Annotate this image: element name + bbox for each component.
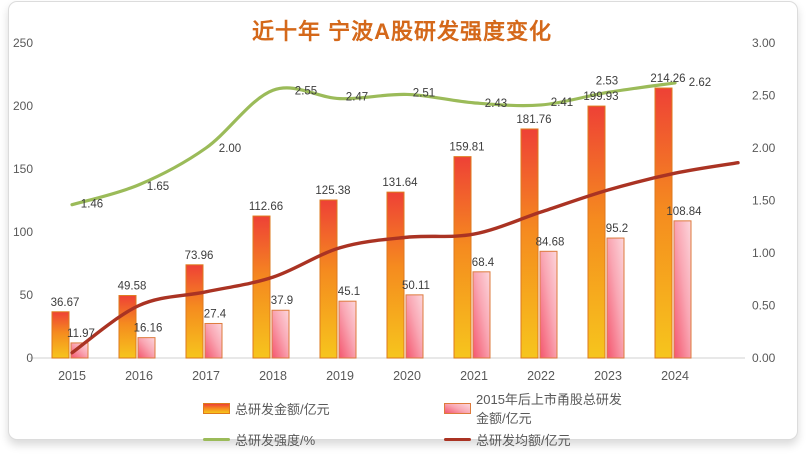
left-axis-tick: 150: [13, 162, 33, 176]
data-label-total-rd: 181.76: [516, 114, 551, 126]
right-axis-tick: 2.50: [752, 89, 776, 103]
line-rd-average: [70, 161, 740, 355]
bar-total-rd: [252, 215, 271, 359]
data-label-total-rd: 49.58: [118, 281, 147, 293]
x-axis-label: 2023: [594, 369, 622, 383]
legend-label-rd-intensity: 总研发强度/%: [235, 433, 316, 448]
x-axis-label: 2016: [125, 369, 153, 383]
legend-swatch-total-rd: [203, 402, 230, 414]
data-label-post2015-rd: 27.4: [204, 308, 227, 320]
right-axis-tick: 1.00: [752, 246, 776, 260]
x-axis-label: 2021: [460, 369, 488, 383]
bar-post2015-rd: [673, 220, 692, 359]
data-label-post2015-rd: 45.1: [338, 286, 360, 298]
bar-total-rd: [587, 105, 606, 359]
data-label-total-rd: 73.96: [185, 250, 214, 262]
data-label-rd-intensity: 2.43: [485, 98, 507, 110]
legend-item-post2015-rd: 2015年后上市甬股总研发金额/亿元: [444, 389, 633, 427]
data-label-rd-intensity: 1.46: [81, 199, 103, 211]
bar-post2015-rd: [271, 309, 290, 359]
data-label-total-rd: 36.67: [51, 297, 80, 309]
right-axis-tick: 1.50: [752, 194, 776, 208]
legend-swatch-rd-average: [444, 438, 471, 441]
legend-item-rd-average: 总研发均额/亿元: [444, 430, 633, 449]
data-label-post2015-rd: 16.16: [134, 323, 163, 335]
data-label-rd-intensity: 2.47: [346, 92, 368, 104]
chart-legend: 总研发金额/亿元 2015年后上市甬股总研发金额/亿元 总研发强度/% 总研发均…: [203, 389, 633, 449]
bar-total-rd: [319, 199, 338, 359]
data-label-post2015-rd: 108.84: [666, 206, 702, 218]
data-label-total-rd: 199.93: [583, 91, 618, 103]
data-label-total-rd: 131.64: [382, 177, 418, 189]
left-axis-tick: 200: [13, 99, 33, 113]
line-rd-intensity: [70, 81, 677, 207]
bar-post2015-rd: [204, 322, 223, 359]
data-label-total-rd: 112.66: [249, 201, 283, 213]
data-label-post2015-rd: 68.4: [472, 257, 495, 269]
legend-item-rd-intensity: 总研发强度/%: [203, 430, 444, 449]
bar-total-rd: [520, 128, 539, 359]
bar-post2015-rd: [472, 271, 491, 359]
bar-post2015-rd: [606, 237, 625, 359]
x-axis-label: 2022: [527, 369, 555, 383]
x-axis-label: 2015: [58, 369, 86, 383]
data-label-total-rd: 214.26: [650, 73, 685, 85]
data-label-rd-intensity: 2.62: [689, 77, 711, 89]
bar-total-rd: [51, 311, 70, 359]
right-axis-tick: 0.50: [752, 299, 776, 313]
bar-post2015-rd: [70, 342, 89, 359]
right-axis-tick: 3.00: [752, 36, 776, 50]
x-axis-label: 2020: [393, 369, 421, 383]
left-axis-tick: 100: [13, 225, 33, 239]
legend-label-post2015-rd: 2015年后上市甬股总研发金额/亿元: [476, 392, 622, 426]
left-axis-tick: 0: [26, 351, 33, 365]
right-axis-tick: 0.00: [752, 351, 776, 365]
x-axis-label: 2018: [259, 369, 287, 383]
data-label-rd-intensity: 2.55: [295, 85, 317, 97]
left-axis-tick: 250: [13, 36, 33, 50]
bar-total-rd: [185, 264, 204, 359]
legend-label-total-rd: 总研发金额/亿元: [235, 401, 330, 417]
legend-label-rd-average: 总研发均额/亿元: [476, 433, 571, 448]
legend-item-total-rd: 总研发金额/亿元: [203, 389, 444, 427]
bar-total-rd: [654, 87, 673, 359]
data-label-rd-intensity: 2.51: [413, 87, 435, 99]
data-label-rd-intensity: 2.41: [551, 97, 573, 109]
bar-total-rd: [453, 156, 472, 359]
data-label-post2015-rd: 11.97: [67, 328, 95, 340]
data-label-rd-intensity: 2.00: [219, 143, 241, 155]
x-axis-label: 2019: [326, 369, 354, 383]
right-axis-tick: 2.00: [752, 141, 776, 155]
data-label-post2015-rd: 84.68: [536, 236, 565, 248]
data-label-total-rd: 125.38: [315, 185, 350, 197]
data-label-post2015-rd: 37.9: [271, 295, 293, 307]
legend-swatch-post2015-rd: [444, 402, 471, 414]
bar-post2015-rd: [539, 250, 558, 359]
left-axis-tick: 50: [20, 288, 34, 302]
data-label-post2015-rd: 95.2: [606, 223, 628, 235]
data-label-total-rd: 159.81: [449, 142, 484, 154]
bar-total-rd: [386, 191, 405, 359]
x-axis-label: 2024: [661, 369, 689, 383]
bar-post2015-rd: [405, 294, 424, 359]
bar-post2015-rd: [137, 337, 156, 359]
chart-title: 近十年 宁波A股研发强度变化: [251, 19, 552, 44]
data-label-rd-intensity: 2.53: [596, 75, 618, 87]
bar-post2015-rd: [338, 300, 357, 359]
legend-swatch-rd-intensity: [203, 438, 230, 441]
data-label-rd-intensity: 1.65: [147, 181, 169, 193]
x-axis-label: 2017: [192, 369, 220, 383]
data-label-post2015-rd: 50.11: [402, 280, 430, 292]
